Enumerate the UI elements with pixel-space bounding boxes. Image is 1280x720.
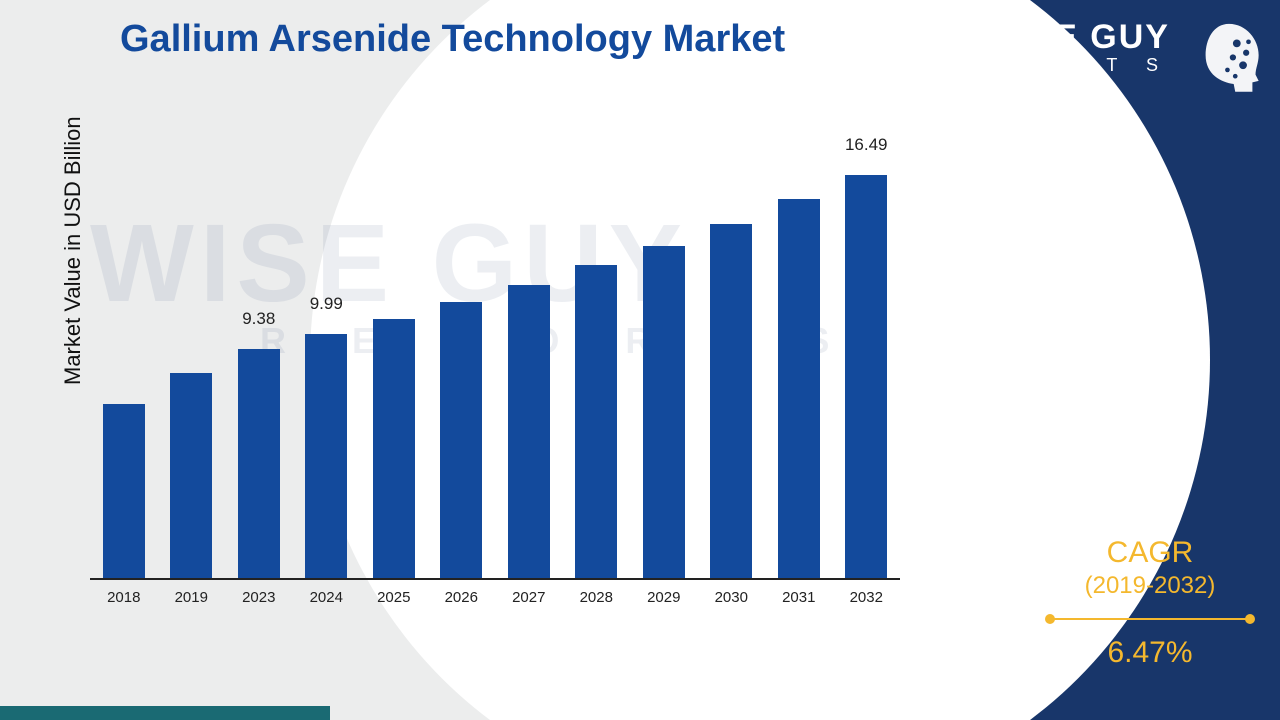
brand-line2: R E P O R T S [898,55,1170,76]
x-tick-label: 2030 [698,589,766,606]
x-tick-label: 2024 [293,589,361,606]
cagr-label: CAGR [1020,536,1280,570]
x-tick-label: 2025 [360,589,428,606]
x-tick-label: 2026 [428,589,496,606]
brand-line1: WISE GUY [898,18,1170,57]
bar [238,349,280,578]
x-tick-label: 2023 [225,589,293,606]
bar [710,224,752,578]
x-tick-label: 2019 [158,589,226,606]
bar [170,373,212,578]
chart-title: Gallium Arsenide Technology Market [120,18,785,61]
bar [845,175,887,578]
bar [575,265,617,578]
y-axis-label: Market Value in USD Billion [60,116,86,385]
bar-value-label: 16.49 [833,135,901,155]
bar [103,404,145,578]
x-tick-label: 2031 [765,589,833,606]
cagr-value: 6.47% [1020,636,1280,670]
cagr-divider [1050,618,1250,620]
x-tick-label: 2028 [563,589,631,606]
bar-value-label: 9.99 [293,294,361,314]
infographic-root: WISE GUY R E P O R T S Gallium Arsenide … [0,0,1280,720]
x-tick-label: 2018 [90,589,158,606]
x-tick-label: 2027 [495,589,563,606]
brand-logo: WISE GUY R E P O R T S [898,18,1170,76]
brand-head-icon [1190,20,1268,98]
x-tick-label: 2032 [833,589,901,606]
bar [373,319,415,578]
bar-value-label: 9.38 [225,309,293,329]
bar [440,302,482,578]
bottom-accent-bar [0,706,330,720]
bar [508,285,550,578]
cagr-period: (2019-2032) [1020,572,1280,600]
bar [778,199,820,578]
bar [305,334,347,578]
x-tick-label: 2029 [630,589,698,606]
cagr-callout: CAGR (2019-2032) 6.47% [1020,536,1280,670]
bar [643,246,685,578]
plot-area [90,140,900,580]
bar-chart: 201820192023 9.38 2024 9.99 2025202620272028… [90,140,900,610]
